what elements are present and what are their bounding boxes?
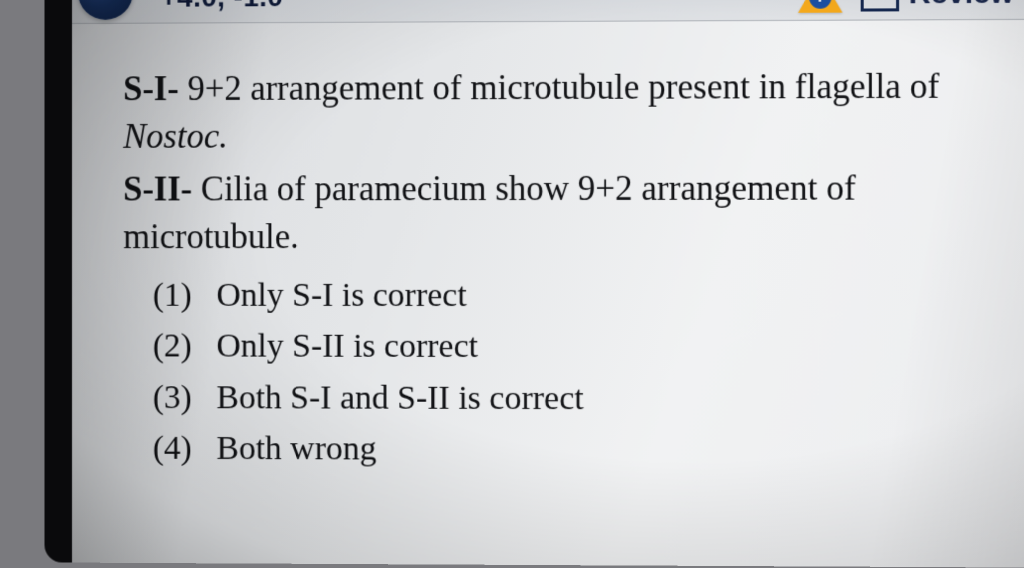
- options-list: (1) Only S-I is correct (2) Only S-II is…: [123, 271, 989, 476]
- option-3[interactable]: (3) Both S-I and S-II is correct: [153, 373, 990, 424]
- statement-1-text: 9+2 arrangement of microtubule present i…: [179, 67, 940, 108]
- option-3-text: Both S-I and S-II is correct: [216, 379, 583, 417]
- review-checkbox[interactable]: [860, 0, 898, 11]
- option-3-number: (3): [153, 373, 208, 422]
- option-2-number: (2): [153, 322, 208, 371]
- phone-bezel: 120 +4.0, -1.0 ! Review S-I- 9+2 arrange…: [44, 0, 1024, 568]
- statement-1-italic: Nostoc.: [123, 117, 228, 156]
- alert-icon[interactable]: !: [798, 0, 842, 14]
- review-label[interactable]: Review: [909, 0, 1016, 11]
- option-4-text: Both wrong: [216, 430, 376, 467]
- screen-area: 120 +4.0, -1.0 ! Review S-I- 9+2 arrange…: [72, 0, 1024, 568]
- option-1-text: Only S-I is correct: [216, 277, 466, 314]
- marking-scheme: +4.0, -1.0: [161, 0, 284, 13]
- option-4-number: (4): [153, 424, 208, 473]
- option-1-number: (1): [153, 271, 208, 320]
- question-number: 120: [89, 0, 122, 5]
- statement-2-text: Cilia of paramecium show 9+2 arrangement…: [123, 168, 856, 256]
- option-4[interactable]: (4) Both wrong: [153, 424, 990, 476]
- option-2-text: Only S-II is correct: [216, 328, 478, 365]
- option-1[interactable]: (1) Only S-I is correct: [153, 271, 990, 321]
- option-2[interactable]: (2) Only S-II is correct: [153, 322, 990, 372]
- statement-1-label: S-I-: [123, 69, 179, 108]
- statement-2-label: S-II-: [123, 169, 192, 208]
- statement-2: S-II- Cilia of paramecium show 9+2 arran…: [123, 164, 989, 261]
- statement-1: S-I- 9+2 arrangement of microtubule pres…: [123, 62, 989, 161]
- question-number-badge: 120: [78, 0, 133, 19]
- question-content: S-I- 9+2 arrangement of microtubule pres…: [72, 20, 1024, 498]
